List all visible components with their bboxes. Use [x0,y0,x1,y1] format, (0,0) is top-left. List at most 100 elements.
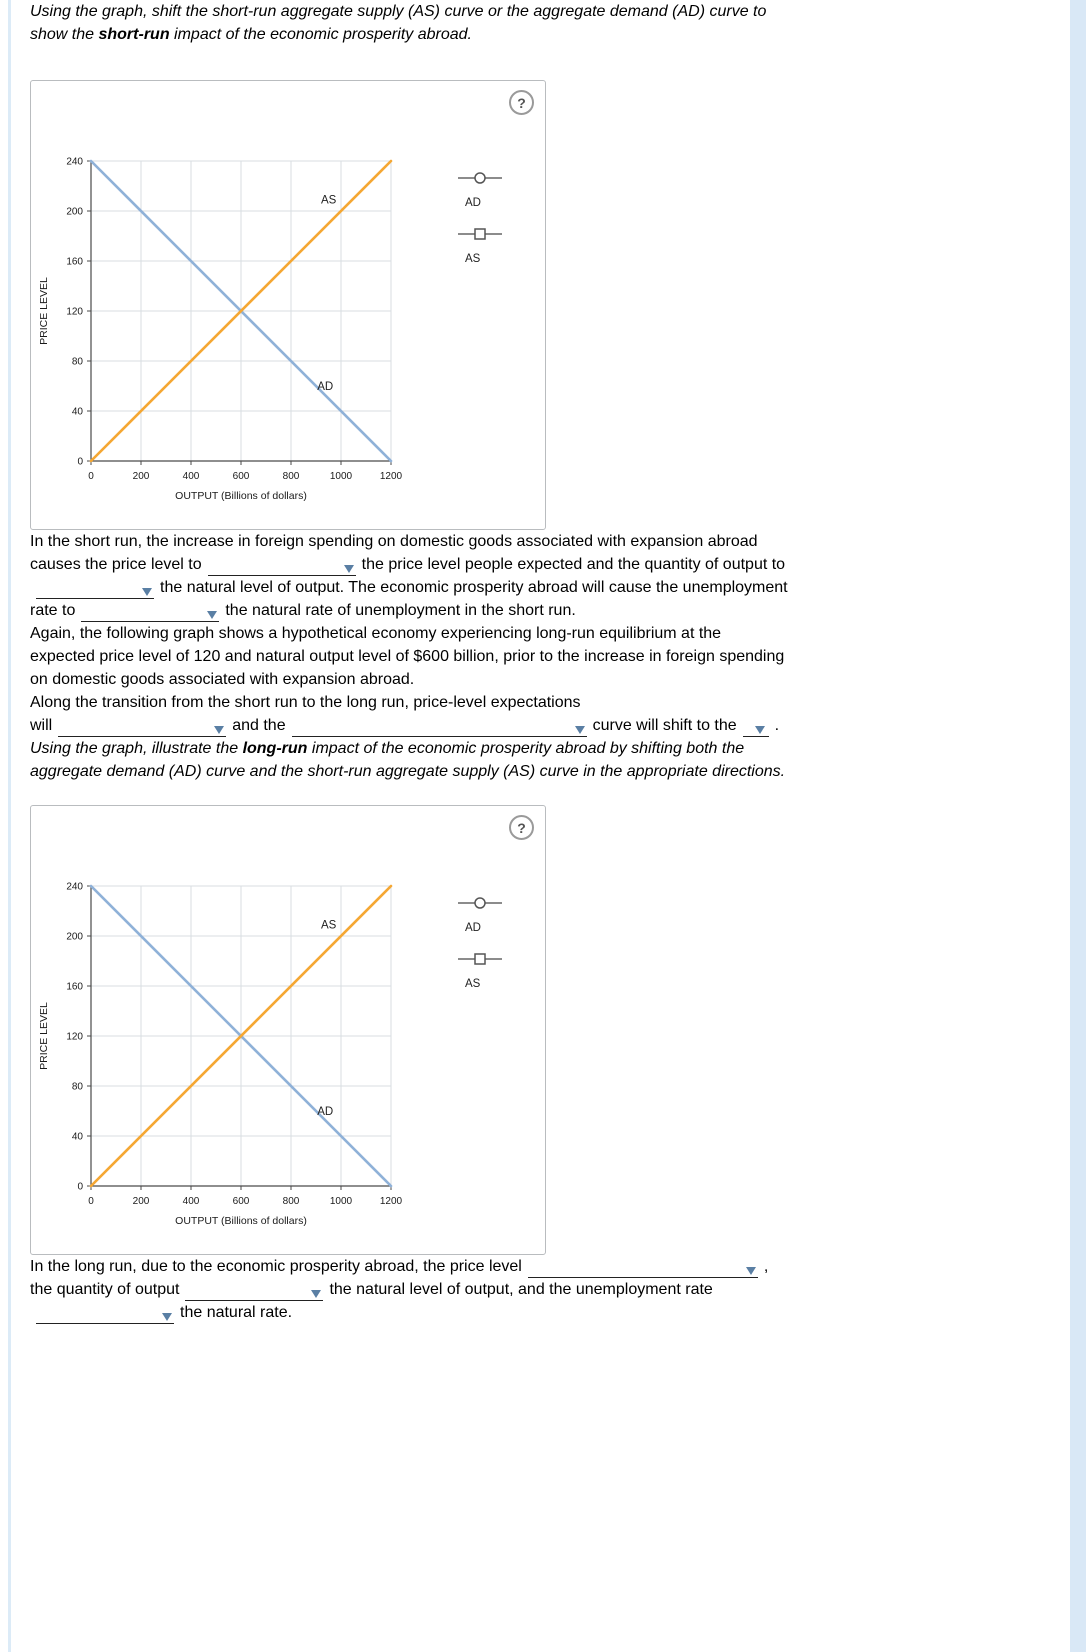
svg-text:200: 200 [66,932,83,943]
svg-text:800: 800 [283,1196,300,1207]
instruction-bold: short-run [98,26,170,43]
question-text: the natural rate. [180,1304,293,1321]
as-drag-handle[interactable] [457,952,503,966]
svg-text:0: 0 [88,1196,94,1207]
chevron-down-icon [574,726,585,734]
chevron-down-icon [745,1267,756,1275]
chevron-down-icon [162,1313,172,1321]
y-axis-label: PRICE LEVEL [38,1002,50,1070]
unemployment-rate-dropdown[interactable] [81,604,220,622]
svg-text:120: 120 [66,307,83,318]
long-run-graph-panel: ? 0 40 80 120 160 200 240 0 200 400 600 800 1000 1200… [30,805,546,1255]
svg-text:80: 80 [72,1082,84,1093]
svg-text:800: 800 [283,471,300,482]
chevron-down-icon [754,726,765,734]
long-run-as-ad-chart[interactable]: 0 40 80 120 160 200 240 0 200 400 600 800 1000 1200 AD… [35,870,411,1232]
short-run-as-ad-chart[interactable]: 0 40 80 120 160 200 240 0 200 400 600 800 1000 1200 AD… [35,145,411,507]
curve-dropdown[interactable] [291,719,587,737]
help-icon[interactable]: ? [509,90,534,115]
chevron-down-icon [207,611,218,619]
svg-text:160: 160 [66,982,83,993]
ad-handle-circle-icon [474,172,486,184]
output-dropdown[interactable] [36,581,154,599]
svg-text:40: 40 [72,1132,84,1143]
svg-text:160: 160 [66,257,83,268]
svg-text:400: 400 [183,1196,200,1207]
question-text: . [774,717,780,734]
short-run-instruction: Using the graph, shift the short-run agg… [30,0,790,46]
instruction-text: impact of the economic prosperity abroad… [169,26,472,43]
question-text: the price level people expected and the … [361,556,786,573]
question-text: curve will shift to the [592,717,737,734]
svg-text:80: 80 [72,357,84,368]
help-icon[interactable]: ? [509,815,534,840]
as-curve[interactable] [89,884,393,1188]
graph-tool-palette: AD AS [457,896,503,1008]
instruction-text: impact of the economic prosperity abroad… [30,740,786,780]
svg-text:120: 120 [66,1032,83,1043]
question-text: , the quantity of output [30,1258,769,1298]
chevron-down-icon [343,565,354,573]
svg-text:240: 240 [66,882,83,893]
long-run-output-dropdown[interactable] [185,1283,324,1301]
svg-text:0: 0 [77,457,83,468]
as-drag-handle[interactable] [457,227,503,241]
ad-handle-label: AD [465,197,481,209]
question-text: In the long run, due to the economic pro… [30,1258,522,1275]
svg-text:0: 0 [88,471,94,482]
ad-drag-handle[interactable] [457,171,503,185]
question-text: and the [232,717,286,734]
svg-text:0: 0 [77,1182,83,1193]
svg-text:1200: 1200 [380,1196,403,1207]
as-handle-label: AS [465,978,481,990]
svg-text:40: 40 [72,407,84,418]
ad-handle-label: AD [465,922,481,934]
short-run-question: In the short run, the increase in foreig… [30,530,790,622]
svg-text:1000: 1000 [330,1196,353,1207]
as-curve[interactable] [89,159,393,463]
transition-question: Along the transition from the short run … [30,691,790,737]
svg-text:240: 240 [66,157,83,168]
as-curve-label: AS [321,920,337,932]
price-level-dropdown[interactable] [207,558,356,576]
question-text: the natural level of output, and the une… [329,1281,713,1298]
question-text: the natural rate of unemployment in the … [225,602,576,619]
instruction-text: Using the graph, illustrate the [30,740,243,757]
as-handle-square-icon [474,953,486,965]
as-handle-label: AS [465,253,481,265]
long-run-setup-text: Again, the following graph shows a hypot… [30,625,785,688]
long-run-unemployment-dropdown[interactable] [36,1306,174,1324]
svg-text:600: 600 [233,1196,250,1207]
ad-drag-handle[interactable] [457,896,503,910]
graph-tool-palette: AD AS [457,171,503,283]
instruction-text: Using the graph, shift the short-run agg… [30,3,767,43]
long-run-question: In the long run, due to the economic pro… [30,1255,790,1324]
shift-direction-dropdown[interactable] [742,719,769,737]
chevron-down-icon [214,726,225,734]
page-right-edge [1070,0,1086,1652]
svg-text:600: 600 [233,471,250,482]
expectations-dropdown[interactable] [58,719,227,737]
question-text: will [30,717,53,734]
content-area: Using the graph, shift the short-run agg… [30,0,1040,1324]
svg-text:1200: 1200 [380,471,403,482]
chevron-down-icon [311,1290,322,1298]
svg-text:400: 400 [183,471,200,482]
question-text: In the short run, the increase in foreig… [30,533,758,573]
long-run-instruction: Using the graph, illustrate the long-run… [30,737,790,783]
svg-text:200: 200 [133,471,150,482]
svg-text:200: 200 [133,1196,150,1207]
short-run-graph-panel: ? 0 40 80 120 160 200 240 0 200 400 600 800 1000 1200… [30,80,546,530]
question-text: Along the transition from the short run … [30,694,581,711]
page-left-edge [8,0,11,1652]
long-run-price-level-dropdown[interactable] [527,1260,758,1278]
instruction-bold: long-run [242,740,308,757]
ad-handle-circle-icon [474,897,486,909]
ad-curve-label: AD [317,1106,333,1118]
question-text: the natural level of output. The economi… [30,579,788,619]
x-axis-label: OUTPUT (Billions of dollars) [175,1215,307,1227]
svg-text:200: 200 [66,207,83,218]
y-axis-label: PRICE LEVEL [38,277,50,345]
x-axis-label: OUTPUT (Billions of dollars) [175,490,307,502]
